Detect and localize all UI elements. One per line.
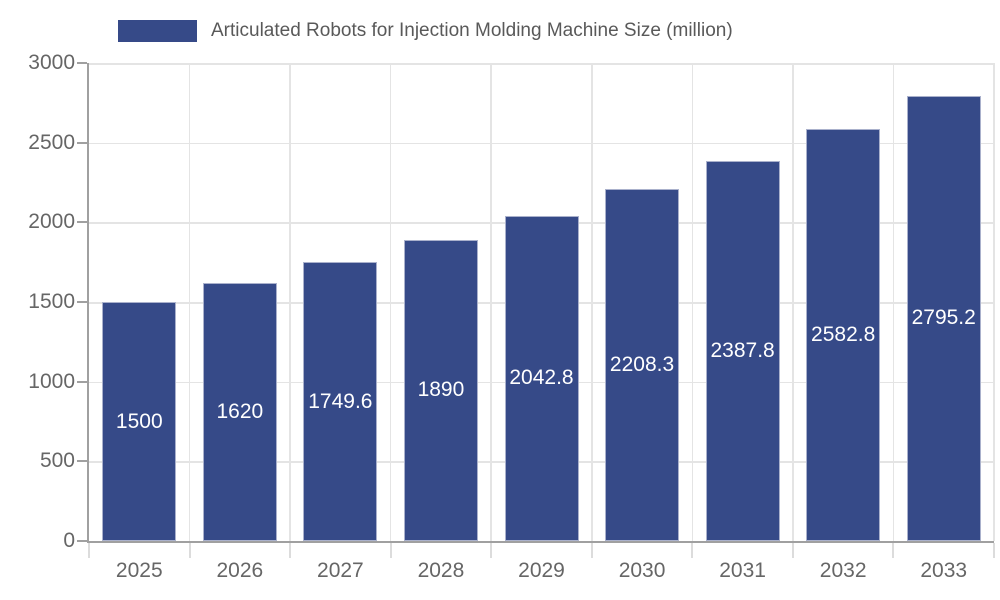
y-tick-label: 0	[63, 529, 75, 552]
legend: Articulated Robots for Injection Molding…	[118, 20, 733, 42]
bar-value-label: 2208.3	[609, 353, 675, 377]
x-tick	[993, 543, 995, 558]
x-tick	[188, 543, 191, 558]
v-gridline	[792, 63, 794, 541]
y-tick	[77, 62, 87, 64]
x-category-label: 2028	[417, 559, 465, 582]
x-tick	[389, 543, 392, 558]
v-gridline	[490, 63, 492, 541]
bar: 2042.8	[504, 215, 579, 541]
y-tick-label: 2000	[28, 210, 75, 234]
x-tick	[791, 543, 794, 558]
bar: 2795.2	[906, 95, 981, 541]
y-tick	[77, 540, 87, 542]
bar-value-label: 1500	[115, 409, 163, 433]
y-tick-label: 1000	[28, 369, 75, 393]
bar-value-label: 1620	[216, 399, 264, 423]
bar-value-label: 1749.6	[308, 389, 373, 413]
bar: 1500	[102, 302, 177, 541]
bar-value-label: 2387.8	[710, 338, 775, 362]
x-tick	[590, 543, 593, 558]
v-gridline	[993, 63, 995, 541]
x-category-label: 2032	[819, 559, 867, 582]
y-tick	[77, 221, 87, 224]
x-category-label: 2029	[518, 559, 565, 582]
y-tick-label: 2500	[28, 130, 75, 154]
x-tick	[289, 543, 292, 558]
x-category-label: 2026	[216, 559, 264, 582]
legend-swatch	[118, 20, 197, 42]
x-category-label: 2033	[920, 559, 968, 582]
y-tick-label: 500	[39, 449, 75, 473]
y-tick-label: 3000	[28, 51, 75, 74]
bar-value-label: 2795.2	[911, 306, 976, 330]
x-category-label: 2030	[618, 559, 666, 582]
bar-value-label: 2582.8	[811, 323, 876, 347]
legend-label: Articulated Robots for Injection Molding…	[211, 20, 733, 41]
v-gridline	[188, 63, 191, 541]
bar-value-label: 1890	[417, 378, 465, 402]
y-tick	[77, 380, 87, 383]
x-category-label: 2027	[317, 559, 364, 582]
bar: 2582.8	[806, 129, 881, 541]
bar: 1749.6	[303, 262, 378, 541]
v-gridline	[289, 63, 291, 541]
x-tick	[490, 543, 493, 558]
h-gridline	[89, 142, 994, 145]
x-category-label: 2025	[115, 559, 163, 582]
y-tick	[77, 460, 87, 463]
x-tick	[691, 543, 694, 558]
bar: 2387.8	[705, 160, 780, 541]
v-gridline	[691, 63, 694, 541]
v-gridline	[892, 63, 895, 541]
y-tick	[77, 301, 87, 303]
v-gridline	[389, 63, 392, 541]
bar: 2208.3	[605, 189, 680, 541]
bar: 1620	[202, 282, 277, 541]
y-tick-label: 1500	[28, 290, 75, 313]
x-category-label: 2031	[719, 559, 766, 582]
x-tick	[88, 543, 90, 558]
v-gridline	[591, 63, 593, 541]
bar: 1890	[403, 239, 478, 541]
plot-area: 0 500 1000 1500 2000 2500 3000 1500 2025 1620 2026…	[28, 51, 995, 582]
y-tick	[77, 141, 87, 144]
x-tick	[892, 543, 895, 558]
bar-value-label: 2042.8	[509, 366, 574, 390]
h-gridline	[89, 63, 994, 65]
